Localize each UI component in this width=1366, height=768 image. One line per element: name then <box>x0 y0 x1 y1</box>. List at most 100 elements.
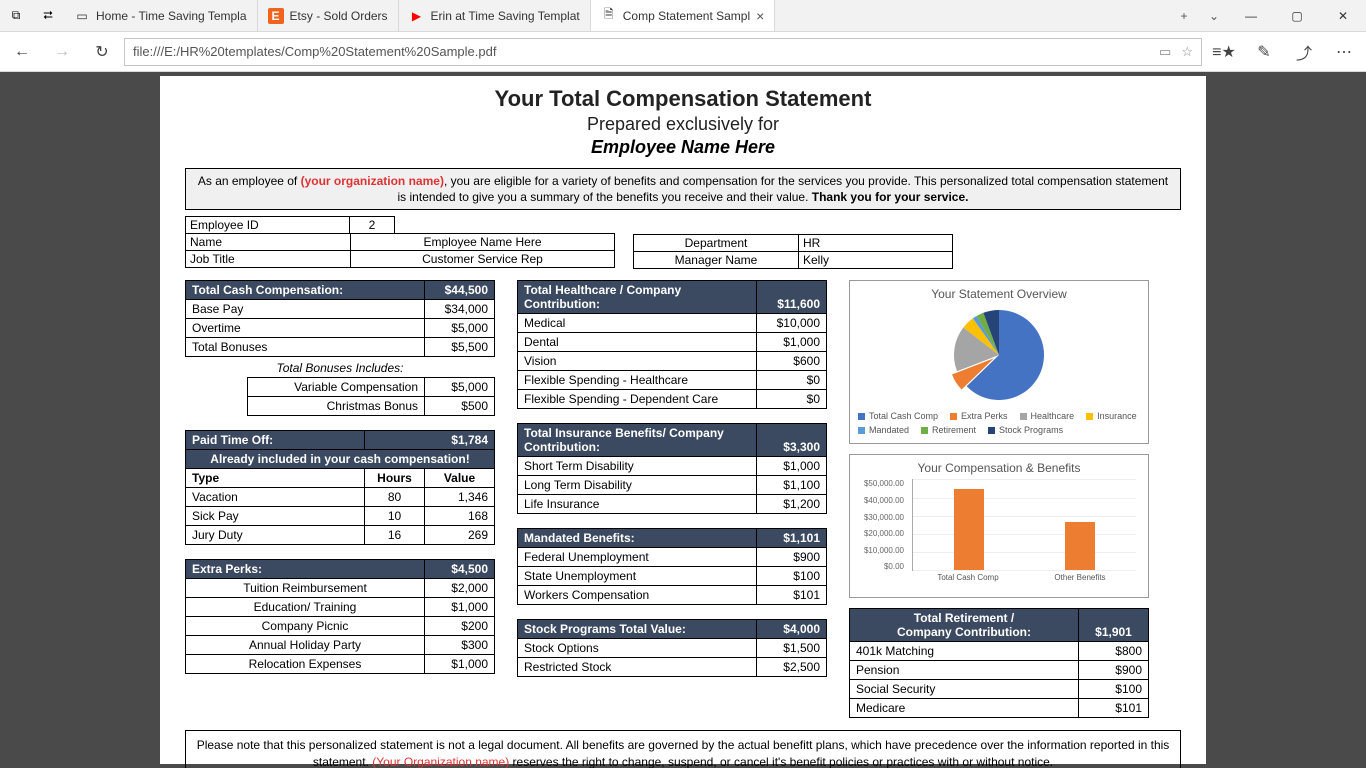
table-row: Vacation801,346 <box>186 488 495 507</box>
address-bar[interactable]: file:///E:/HR%20templates/Comp%20Stateme… <box>124 38 1202 66</box>
row-value: $5,500 <box>425 338 495 357</box>
insurance-table: Total Insurance Benefits/ Company Contri… <box>517 423 827 514</box>
row-label: Education/ Training <box>186 598 425 617</box>
table-row: Flexible Spending - Dependent Care$0 <box>518 390 827 409</box>
favorite-icon[interactable]: ☆ <box>1181 44 1193 60</box>
browser-tab[interactable]: 🗎Comp Statement Sampl× <box>591 0 776 31</box>
legend-label: Healthcare <box>1031 411 1075 421</box>
row-value: $5,000 <box>425 319 495 338</box>
more-button[interactable]: ⋯ <box>1326 36 1362 68</box>
row-label: Base Pay <box>186 300 425 319</box>
row-label: Stock Options <box>518 639 757 658</box>
refresh-button[interactable]: ↻ <box>84 36 120 68</box>
tab-favicon-icon: ▭ <box>74 8 90 24</box>
table-row: Annual Holiday Party$300 <box>186 636 495 655</box>
row-label: Dental <box>518 333 757 352</box>
row-label: Overtime <box>186 319 425 338</box>
row-value: $100 <box>1079 680 1149 699</box>
pdf-viewport[interactable]: Your Total Compensation Statement Prepar… <box>0 72 1366 768</box>
forward-button[interactable]: → <box>44 36 80 68</box>
row-value: $1,000 <box>425 655 495 674</box>
tab-close-icon[interactable]: × <box>756 8 764 24</box>
row-label: Company Picnic <box>186 617 425 636</box>
pie-chart <box>939 305 1059 405</box>
minimize-button[interactable]: — <box>1228 0 1274 31</box>
reading-view-icon[interactable]: ▭ <box>1159 44 1171 60</box>
col-left: Total Cash Compensation:$44,500 Base Pay… <box>185 280 495 718</box>
titlebar-left-icons: ⧉ ⮂ <box>0 0 64 31</box>
row-value: $2,000 <box>425 579 495 598</box>
emp-name-value: Employee Name Here <box>351 234 614 250</box>
row-value: $1,000 <box>757 457 827 476</box>
footer-org: (Your Organization name) <box>372 755 509 768</box>
row-label: Pension <box>850 661 1079 680</box>
browser-tab[interactable]: EEtsy - Sold Orders <box>258 0 399 31</box>
new-tab-button[interactable]: + <box>1168 0 1200 31</box>
retirement-table: Total Retirement /Company Contribution: $… <box>849 608 1149 718</box>
row-value: $101 <box>1079 699 1149 718</box>
close-button[interactable]: ✕ <box>1320 0 1366 31</box>
table-row: Medical$10,000 <box>518 314 827 333</box>
row-value: $600 <box>757 352 827 371</box>
row-value: $2,500 <box>757 658 827 677</box>
legend-label: Insurance <box>1097 411 1137 421</box>
row-value: $1,000 <box>425 598 495 617</box>
table-row: Short Term Disability$1,000 <box>518 457 827 476</box>
window-switch-icon[interactable]: ⧉ <box>0 8 32 23</box>
row-value: $0 <box>757 371 827 390</box>
pie-chart-panel: Your Statement Overview Total Cash CompE… <box>849 280 1149 444</box>
emp-job-label: Job Title <box>186 251 351 267</box>
row-label: 401k Matching <box>850 642 1079 661</box>
pto-col-value: Value <box>425 469 495 488</box>
legend-item: Retirement <box>921 425 976 435</box>
row-label: Short Term Disability <box>518 457 757 476</box>
notes-button[interactable]: ✎ <box>1246 36 1282 68</box>
share-button[interactable]: ⤴ <box>1286 36 1322 68</box>
tab-label: Etsy - Sold Orders <box>290 9 388 23</box>
perks-table: Extra Perks:$4,500 Tuition Reimbursement… <box>185 559 495 674</box>
mandated-total: $1,101 <box>757 529 827 548</box>
row-value: $1,200 <box>757 495 827 514</box>
tab-favicon-icon: ▶ <box>409 8 425 24</box>
row-value: $100 <box>757 567 827 586</box>
row-label: Social Security <box>850 680 1079 699</box>
employee-info: Employee ID 2 NameEmployee Name Here Job… <box>185 216 1181 268</box>
row-label: Federal Unemployment <box>518 548 757 567</box>
bonus-includes-label: Total Bonuses Includes: <box>185 361 495 375</box>
legend-label: Total Cash Comp <box>869 411 938 421</box>
tab-label: Comp Statement Sampl <box>623 9 750 23</box>
legend-swatch <box>858 427 865 434</box>
favorites-hub-button[interactable]: ≡★ <box>1206 36 1242 68</box>
legend-swatch <box>921 427 928 434</box>
y-tick-label: $10,000.00 <box>858 546 904 555</box>
footer-post: reserves the right to change, suspend, o… <box>509 755 1053 768</box>
maximize-button[interactable]: ▢ <box>1274 0 1320 31</box>
row-label: Flexible Spending - Dependent Care <box>518 390 757 409</box>
pto-type: Sick Pay <box>186 507 365 526</box>
browser-tab[interactable]: ▶Erin at Time Saving Templat <box>399 0 591 31</box>
titlebar: ⧉ ⮂ ▭Home - Time Saving TemplaEEtsy - So… <box>0 0 1366 32</box>
pto-hours: 10 <box>365 507 425 526</box>
back-button[interactable]: ← <box>4 36 40 68</box>
table-row: Vision$600 <box>518 352 827 371</box>
tab-overflow-button[interactable]: ⌄ <box>1200 0 1228 31</box>
retirement-header: Total Retirement /Company Contribution: <box>850 609 1079 642</box>
legend-swatch <box>1086 413 1093 420</box>
pto-table: Paid Time Off:$1,784 Already included in… <box>185 430 495 545</box>
tab-strip: ▭Home - Time Saving TemplaEEtsy - Sold O… <box>64 0 1168 31</box>
stock-table: Stock Programs Total Value:$4,000 Stock … <box>517 619 827 677</box>
table-row: Stock Options$1,500 <box>518 639 827 658</box>
table-row: Relocation Expenses$1,000 <box>186 655 495 674</box>
dept-value: HR <box>799 235 952 251</box>
intro-box: As an employee of (your organization nam… <box>185 168 1181 210</box>
table-row: Medicare$101 <box>850 699 1149 718</box>
table-row: Social Security$100 <box>850 680 1149 699</box>
mandated-header: Mandated Benefits: <box>518 529 757 548</box>
table-row: Dental$1,000 <box>518 333 827 352</box>
taskview-icon[interactable]: ⮂ <box>32 8 64 23</box>
browser-tab[interactable]: ▭Home - Time Saving Templa <box>64 0 258 31</box>
row-value: $1,500 <box>757 639 827 658</box>
legend-swatch <box>858 413 865 420</box>
y-tick-label: $40,000.00 <box>858 496 904 505</box>
row-label: Annual Holiday Party <box>186 636 425 655</box>
